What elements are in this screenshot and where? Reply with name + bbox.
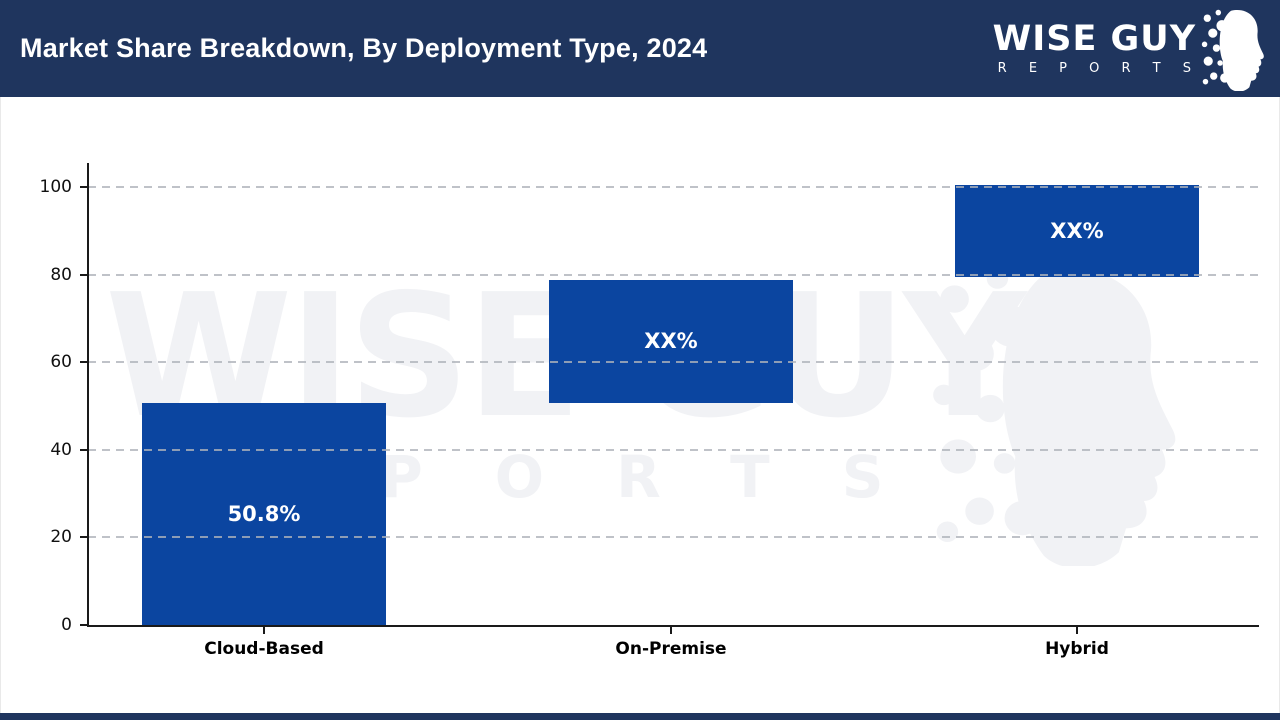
gridline-80 bbox=[88, 273, 1258, 276]
y-tick-mark bbox=[80, 361, 87, 364]
footer-bar bbox=[0, 713, 1280, 720]
y-tick-label: 60 bbox=[50, 352, 72, 373]
x-tick-mark bbox=[263, 627, 265, 634]
y-tick-mark bbox=[80, 186, 87, 189]
x-tick-label-hybrid: Hybrid bbox=[1045, 639, 1109, 659]
y-axis: 0 20 40 60 80 100 bbox=[0, 163, 88, 635]
y-tick-label: 80 bbox=[50, 264, 72, 285]
logo-face-icon bbox=[1201, 9, 1264, 91]
header-bar: Market Share Breakdown, By Deployment Ty… bbox=[0, 0, 1280, 97]
bar-cloud-based: 50.8% bbox=[142, 402, 386, 625]
bar-value-label: XX% bbox=[1050, 219, 1104, 244]
y-axis-spine bbox=[87, 163, 89, 627]
page-title: Market Share Breakdown, By Deployment Ty… bbox=[20, 33, 708, 63]
x-axis: Cloud-Based On-Premise Hybrid bbox=[88, 625, 1258, 685]
gridline-100 bbox=[88, 186, 1258, 189]
bar-on-premise: XX% bbox=[549, 279, 793, 403]
x-tick-mark bbox=[1076, 627, 1078, 634]
y-tick-label: 40 bbox=[50, 439, 72, 460]
x-tick-mark bbox=[670, 627, 672, 634]
y-tick-label: 20 bbox=[50, 527, 72, 548]
bar-value-label: 50.8% bbox=[227, 501, 301, 526]
plot-area: 50.8% XX% XX% bbox=[88, 163, 1258, 625]
logo-reports-text: R E P O R T S bbox=[997, 61, 1200, 76]
x-tick-label-on-premise: On-Premise bbox=[615, 639, 727, 659]
bar-hybrid: XX% bbox=[955, 185, 1199, 278]
y-tick-label: 0 bbox=[61, 615, 72, 635]
x-tick-label-cloud-based: Cloud-Based bbox=[204, 639, 324, 659]
logo-wiseguy-text: WISE GUY bbox=[992, 19, 1197, 59]
y-tick-mark bbox=[80, 448, 87, 451]
y-tick-mark bbox=[80, 273, 87, 276]
y-tick-mark bbox=[80, 536, 87, 539]
y-tick-mark bbox=[80, 624, 87, 626]
wise-guy-reports-logo: WISE GUY R E P O R T S bbox=[989, 7, 1280, 91]
gridline-40 bbox=[88, 448, 1258, 451]
bar-value-label: XX% bbox=[644, 329, 698, 354]
logo-text: WISE GUY R E P O R T S bbox=[989, 19, 1200, 76]
x-axis-spine bbox=[87, 625, 1259, 627]
gridline-20 bbox=[88, 536, 1258, 539]
y-tick-label: 100 bbox=[39, 177, 72, 198]
gridline-60 bbox=[88, 361, 1258, 364]
